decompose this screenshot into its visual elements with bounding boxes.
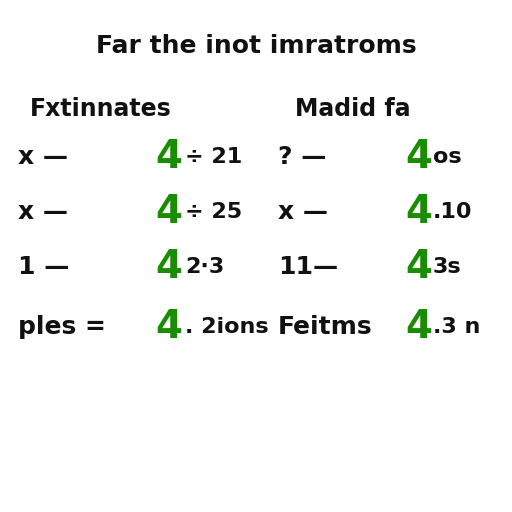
Text: Far the inot imratroms: Far the inot imratroms [96, 34, 416, 58]
Text: ÷ 21: ÷ 21 [185, 147, 242, 167]
Text: 3s: 3s [433, 257, 462, 277]
Text: . 2ions: . 2ions [185, 317, 269, 337]
Text: 4: 4 [405, 308, 432, 346]
Text: os: os [433, 147, 462, 167]
Text: ples =: ples = [18, 315, 106, 339]
Text: ? —: ? — [278, 145, 326, 169]
Text: 11—: 11— [278, 255, 338, 279]
Text: 4: 4 [405, 248, 432, 286]
Text: 4: 4 [155, 193, 182, 231]
Text: 4: 4 [155, 308, 182, 346]
Text: 4: 4 [155, 248, 182, 286]
Text: Fxtinnates: Fxtinnates [30, 97, 172, 121]
Text: 4: 4 [155, 138, 182, 176]
Text: .3 n: .3 n [433, 317, 480, 337]
Text: .10: .10 [433, 202, 473, 222]
Text: Madid fa: Madid fa [295, 97, 411, 121]
Text: 1 —: 1 — [18, 255, 69, 279]
Text: x —: x — [18, 145, 68, 169]
Text: x —: x — [18, 200, 68, 224]
Text: 4: 4 [405, 193, 432, 231]
Text: x —: x — [278, 200, 328, 224]
Text: Feitms: Feitms [278, 315, 373, 339]
Text: ÷ 25: ÷ 25 [185, 202, 242, 222]
Text: 4: 4 [405, 138, 432, 176]
Text: 2⋅3: 2⋅3 [185, 257, 224, 277]
